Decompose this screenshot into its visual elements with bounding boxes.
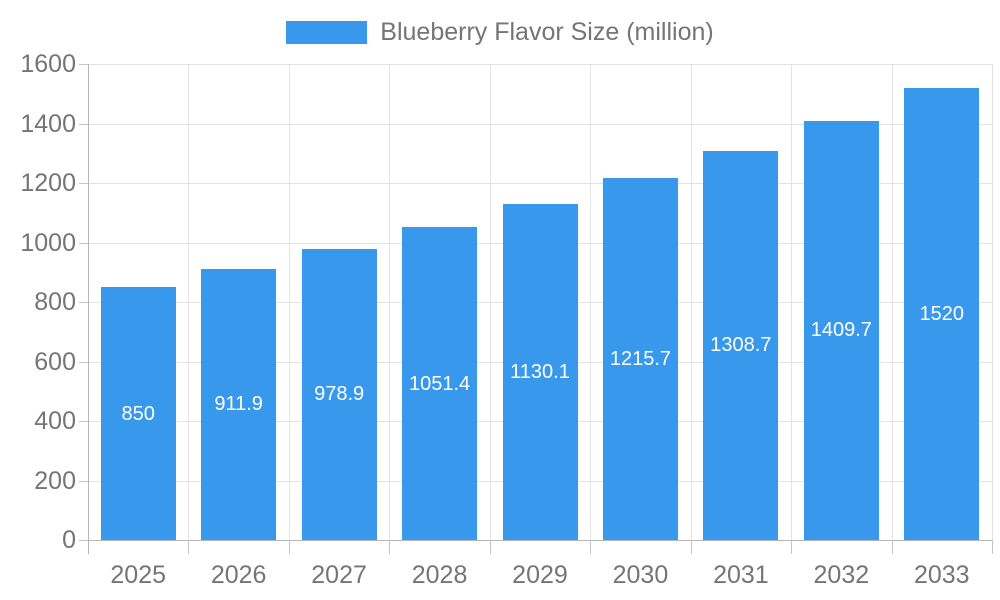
gridline-vertical: [590, 64, 592, 540]
y-axis-line: [88, 64, 89, 540]
legend: Blueberry Flavor Size (million): [0, 17, 1000, 47]
bar-2026[interactable]: 911.9: [201, 268, 277, 540]
bar-2031[interactable]: 1308.7: [703, 150, 779, 540]
y-axis-tick-label: 1200: [20, 169, 76, 197]
x-axis-tick-label: 2025: [110, 561, 167, 589]
bar-2032[interactable]: 1409.7: [803, 120, 879, 540]
bar-2033[interactable]: 1520: [904, 87, 980, 540]
y-axis-tick: [79, 302, 88, 303]
gridline-horizontal: [88, 64, 992, 65]
gridline-vertical: [992, 64, 993, 540]
bar-value-label: 1130.1: [510, 360, 570, 383]
y-axis-tick: [79, 242, 88, 244]
y-axis-tick: [79, 183, 88, 184]
x-axis-tick-label: 2029: [512, 561, 568, 589]
gridline-vertical: [690, 64, 692, 540]
bar-2025[interactable]: 850: [100, 287, 176, 540]
bar-value-label: 1308.7: [710, 334, 772, 357]
x-axis-tick: [489, 540, 491, 554]
x-axis-tick: [590, 540, 592, 554]
x-axis-tick: [891, 540, 893, 554]
x-axis-tick: [288, 540, 290, 554]
gridline-vertical: [389, 64, 391, 540]
y-axis-tick-label: 1400: [20, 109, 76, 138]
bar-value-label: 1409.7: [810, 319, 872, 342]
x-axis-tick-label: 2032: [813, 561, 870, 589]
bar-value-label: 911.9: [214, 393, 263, 416]
bar-value-label: 1051.4: [408, 372, 471, 395]
gridline-horizontal: [88, 183, 992, 184]
gridline-vertical: [891, 64, 893, 540]
bar-2028[interactable]: 1051.4: [402, 227, 478, 540]
x-axis-tick: [88, 540, 89, 554]
y-axis-tick-label: 200: [34, 466, 76, 495]
legend-label: Blueberry Flavor Size (million): [380, 18, 714, 46]
gridline-vertical: [791, 64, 793, 540]
bar-value-label: 850: [121, 402, 155, 425]
y-axis-tick-label: 800: [34, 288, 76, 316]
x-axis-tick-label: 2030: [612, 561, 669, 589]
y-axis-tick-label: 1600: [20, 50, 76, 78]
x-axis-tick-label: 2028: [411, 561, 468, 589]
gridline-horizontal: [88, 123, 992, 125]
bar-2027[interactable]: 978.9: [301, 248, 377, 540]
gridline-horizontal: [88, 540, 992, 541]
y-axis-tick-label: 1000: [20, 228, 76, 257]
x-axis-tick-label: 2026: [210, 561, 267, 589]
y-axis-tick: [79, 540, 88, 541]
bar-value-label: 978.9: [314, 383, 365, 406]
x-axis-tick: [992, 540, 993, 554]
x-axis-tick: [690, 540, 692, 554]
gridline-vertical: [288, 64, 290, 540]
y-axis-tick: [79, 361, 88, 363]
y-axis-tick-label: 400: [34, 407, 76, 435]
y-axis-tick: [79, 64, 88, 65]
x-axis-tick-label: 2027: [311, 561, 367, 589]
x-axis-tick-label: 2033: [913, 561, 970, 589]
x-axis-tick: [791, 540, 793, 554]
y-axis-tick: [79, 123, 88, 125]
bar-value-label: 1520: [919, 302, 965, 325]
y-axis-tick: [79, 421, 88, 422]
y-axis-tick-label: 0: [62, 526, 76, 554]
gridline-vertical: [188, 64, 190, 540]
x-axis-tick: [188, 540, 190, 554]
x-axis-tick-label: 2031: [713, 561, 769, 589]
y-axis-tick-label: 600: [34, 347, 76, 376]
bar-value-label: 1215.7: [609, 348, 672, 371]
bar-2029[interactable]: 1130.1: [502, 203, 578, 540]
gridline-vertical: [489, 64, 491, 540]
x-axis-tick: [389, 540, 391, 554]
bar-2030[interactable]: 1215.7: [602, 178, 678, 540]
legend-swatch: [286, 20, 368, 44]
y-axis-tick: [79, 480, 88, 482]
